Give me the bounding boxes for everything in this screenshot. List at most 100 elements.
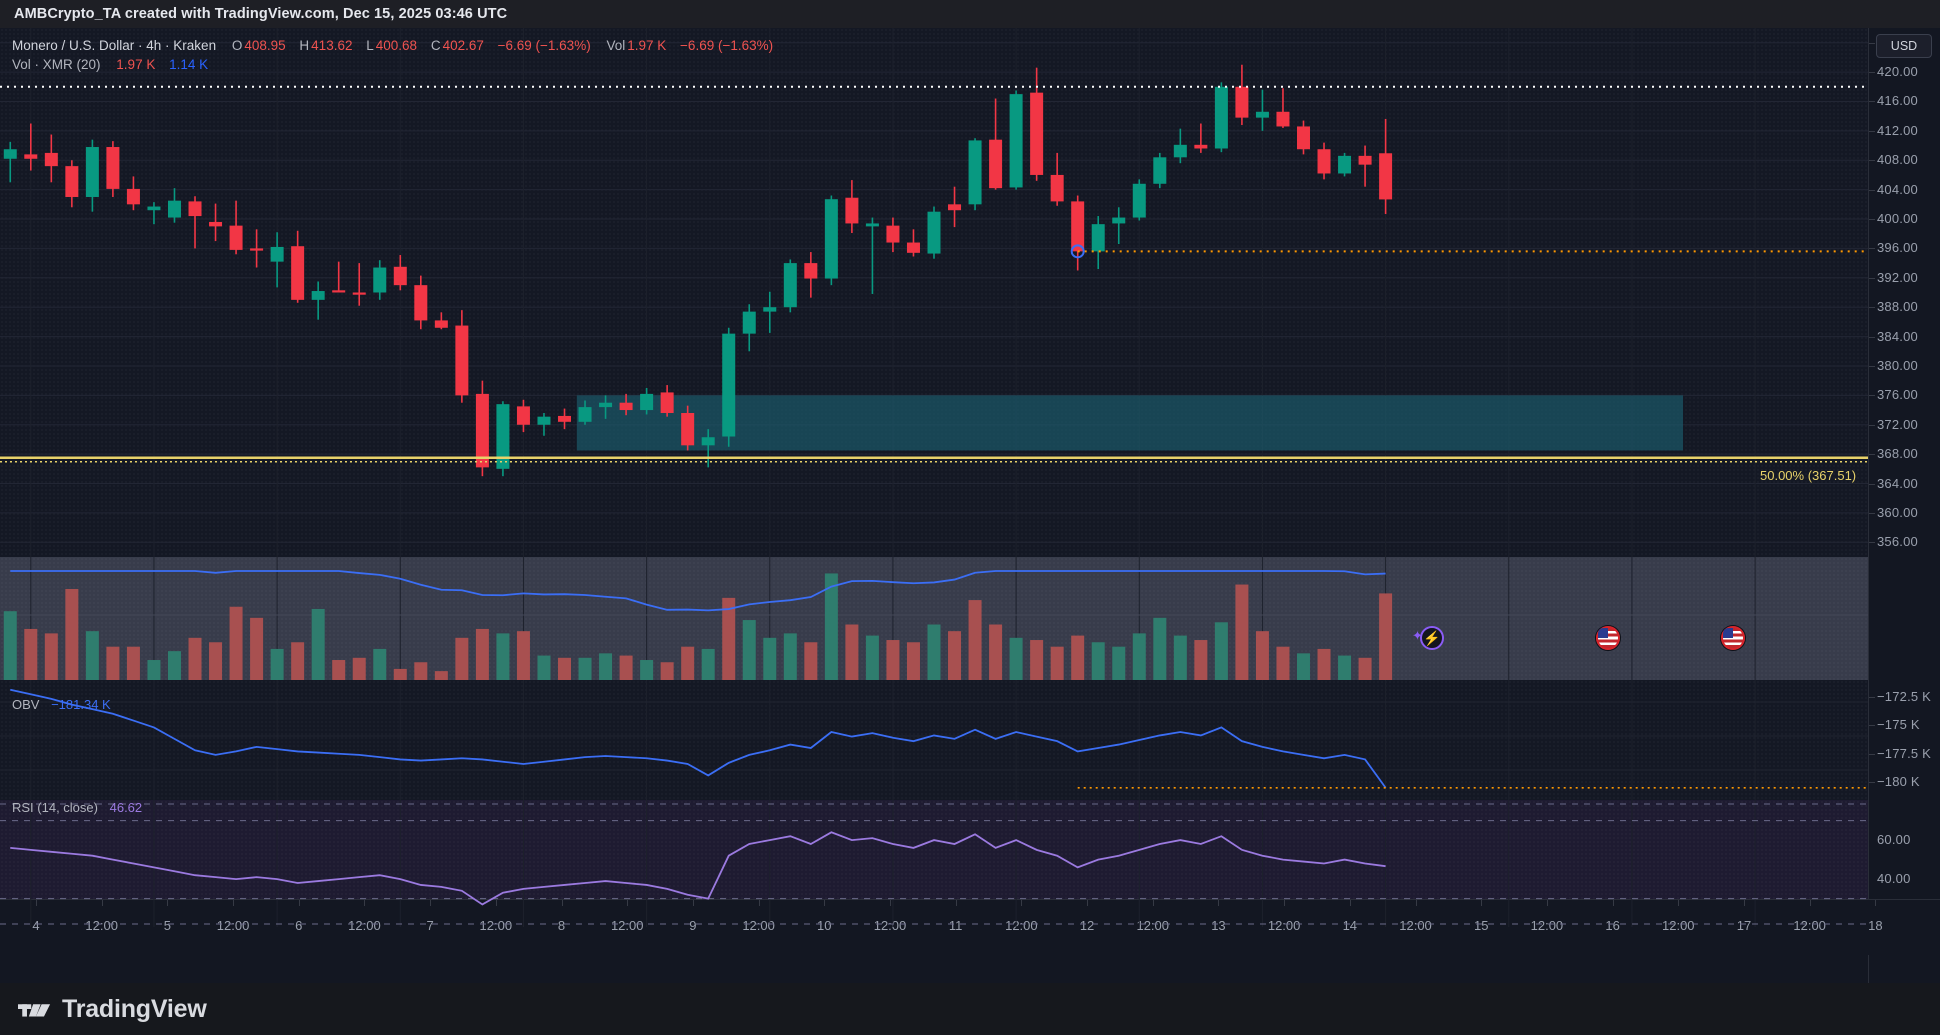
us-economic-event-1-icon[interactable] [1596,626,1620,650]
time-axis-tick [1021,900,1023,906]
volume-bar [578,657,592,680]
volume-bar [1296,653,1310,680]
candle-body [1112,217,1126,224]
volume-bar [824,573,838,680]
candle-body [496,404,510,469]
time-axis-day-label: 18 [1868,918,1883,933]
time-axis-tick [430,900,432,906]
legend-volma-title[interactable]: Vol · XMR (20) [12,57,101,72]
candle-body [948,204,962,211]
candle-body [393,266,407,286]
time-axis-tick [1612,900,1614,906]
candle-body [1030,92,1044,175]
price-axis-tick-label: 416.00 [1877,93,1918,109]
candle-body [373,267,387,293]
time-axis-tick [1087,900,1089,906]
price-axis-tick-label: 392.00 [1877,269,1918,285]
legend-l-label: L [366,38,374,53]
time-axis-tick [1349,900,1351,906]
candle-body [85,147,99,197]
candle-body [1071,201,1085,252]
volume-bar [681,646,695,680]
time-axis-tick [1152,900,1154,906]
volume-bar [1132,633,1146,680]
volume-bar [126,646,140,680]
legend-line-ohlc: Monero / U.S. Dollar · 4h · Kraken O 408.… [12,36,775,55]
candle-body [65,166,79,197]
price-axis-tick-label: 356.00 [1877,534,1918,550]
volume-bar [167,651,181,680]
candle-body [886,225,900,243]
time-axis-day-label: 10 [817,918,832,933]
volume-bar [558,657,572,680]
candle-body [804,263,818,279]
chart-frame[interactable]: 50.00% (367.51) OBV −181.34 K RSI (14, c… [0,28,1940,983]
volume-bar [886,640,900,680]
candle-body [681,412,695,446]
legend-vol-label: Vol [606,38,626,53]
time-scale[interactable]: 4 12:00 5 12:00 6 12:00 7 12:00 8 12:00 9 12:00 10 12… [0,899,1940,955]
time-axis-tick [758,900,760,906]
volume-bar [393,668,407,680]
volume-bar [250,617,264,680]
fib-50-label: 50.00% (367.51) [1760,467,1857,483]
candle-body [1009,94,1023,188]
currency-badge[interactable]: USD [1876,34,1932,58]
time-axis-tick [1218,900,1220,906]
candle-body [763,307,777,312]
time-axis-tick [1678,900,1680,906]
volume-bar [804,642,818,680]
candle-body [1255,111,1269,118]
candle-body [3,149,17,159]
lightning-event-icon[interactable]: ⚡ [1420,626,1444,650]
grid-lines [0,28,1868,927]
volume-bar [44,633,58,680]
volume-bar [332,660,346,680]
time-axis-hour-label: 12:00 [348,918,381,933]
time-axis-tick [36,900,37,906]
candle-body [1050,174,1064,202]
price-axis-tick [1869,483,1875,485]
price-axis-tick-label: 412.00 [1877,122,1918,138]
legend-h-label: H [299,38,310,53]
price-axis-tick [1869,72,1875,74]
time-axis-day-label: 6 [295,918,303,933]
demand-zone [576,395,1683,451]
volume-bar [599,653,613,680]
volume-bar [1214,622,1228,680]
price-axis-tick [1869,248,1875,250]
candle-body [1153,157,1167,184]
candle-body [558,415,572,422]
time-axis-tick [364,900,366,906]
volume-bar [763,637,777,680]
price-axis-tick [1869,189,1875,191]
price-axis-tick [1869,454,1875,456]
candle-body [783,263,797,308]
legend-symbol[interactable]: Monero / U.S. Dollar · 4h · Kraken [12,38,217,53]
candle-body [1317,149,1331,174]
volume-bar [373,648,387,680]
volume-bar [147,660,161,680]
candle-body [1276,111,1290,127]
time-axis-tick [167,900,169,906]
price-axis-tick-label: 420.00 [1877,64,1918,80]
time-axis-tick [1481,900,1483,906]
volume-bar [968,600,982,680]
tradingview-logo-icon [18,1004,51,1017]
candle-body [250,248,264,251]
candle-body [742,311,756,334]
volume-bar [989,624,1003,680]
us-economic-event-2-icon[interactable] [1721,626,1745,650]
price-axis-tick [1869,365,1875,367]
volume-bar [1153,617,1167,680]
time-axis-tick [692,900,694,906]
legend-h-value: 413.62 [311,38,353,53]
time-axis-day-label: 5 [163,918,171,933]
obv-line [10,688,1387,789]
obv-axis-tick-label: −172.5 K [1877,688,1932,704]
price-axis-tick-label: 400.00 [1877,211,1918,227]
price-axis-tick [1869,424,1875,426]
price-scale[interactable]: USD 424.00420.00416.00412.00408.00404.00… [1868,28,1940,983]
chart-legend: Monero / U.S. Dollar · 4h · Kraken O 408.… [12,36,775,74]
time-axis-hour-label: 12:00 [742,918,775,933]
